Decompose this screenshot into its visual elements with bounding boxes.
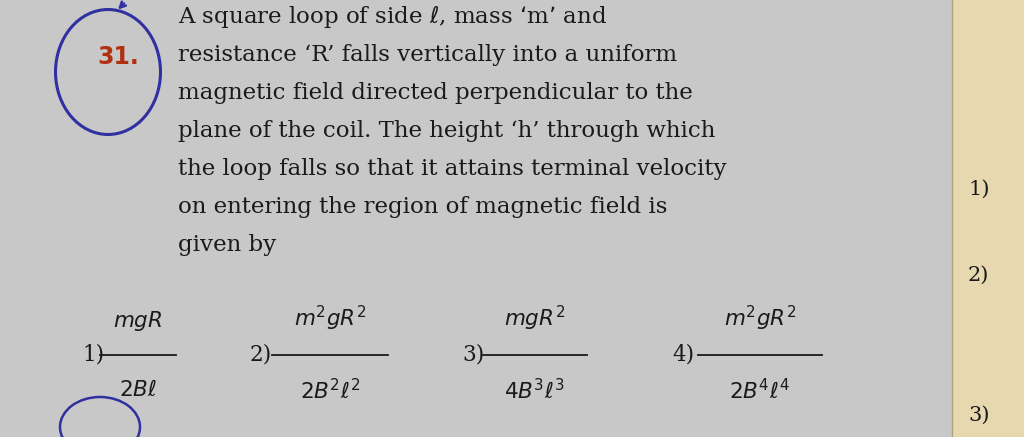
Text: 3): 3) xyxy=(968,406,989,424)
Text: 1): 1) xyxy=(968,180,989,198)
Text: $m^2gR^2$: $m^2gR^2$ xyxy=(724,304,797,333)
Text: 4): 4) xyxy=(672,344,694,366)
Text: 3): 3) xyxy=(462,344,484,366)
Text: given by: given by xyxy=(178,234,276,256)
Text: 2): 2) xyxy=(968,266,989,284)
Text: $2B\ell$: $2B\ell$ xyxy=(119,379,157,401)
Text: plane of the coil. The height ‘h’ through which: plane of the coil. The height ‘h’ throug… xyxy=(178,120,716,142)
Text: $2B^2\ell^2$: $2B^2\ell^2$ xyxy=(300,379,360,403)
Text: A square loop of side $\ell$, mass ‘m’ and: A square loop of side $\ell$, mass ‘m’ a… xyxy=(178,3,607,31)
Text: the loop falls so that it attains terminal velocity: the loop falls so that it attains termin… xyxy=(178,158,727,180)
Text: magnetic field directed perpendicular to the: magnetic field directed perpendicular to… xyxy=(178,82,693,104)
Bar xyxy=(952,0,1024,437)
Text: $2B^4\ell^4$: $2B^4\ell^4$ xyxy=(729,379,791,403)
Text: 31.: 31. xyxy=(97,45,139,69)
Text: $4B^3\ell^3$: $4B^3\ell^3$ xyxy=(505,379,565,403)
Text: resistance ‘R’ falls vertically into a uniform: resistance ‘R’ falls vertically into a u… xyxy=(178,44,677,66)
Text: $mgR^2$: $mgR^2$ xyxy=(505,304,565,333)
Text: on entering the region of magnetic field is: on entering the region of magnetic field… xyxy=(178,196,668,218)
Text: $m^2gR^2$: $m^2gR^2$ xyxy=(294,304,367,333)
Text: 1): 1) xyxy=(82,344,104,366)
Text: 2): 2) xyxy=(250,344,272,366)
Text: $mgR$: $mgR$ xyxy=(114,309,163,333)
